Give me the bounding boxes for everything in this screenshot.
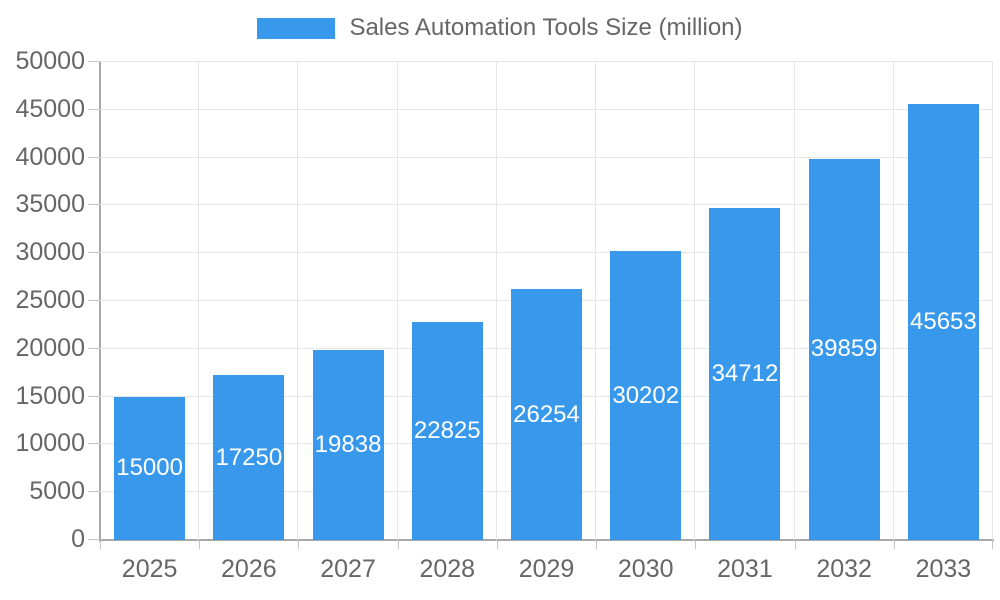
y-axis-tick-label: 50000 xyxy=(15,47,85,75)
gridline-vertical xyxy=(396,62,398,540)
y-axis-tick-label: 35000 xyxy=(15,190,85,219)
y-axis-tick xyxy=(88,252,100,254)
y-axis-tick xyxy=(88,491,100,493)
bar-value-label: 19838 xyxy=(314,431,382,459)
x-axis-tick-label: 2032 xyxy=(816,555,872,583)
x-axis-tick xyxy=(298,541,300,549)
y-axis-tick xyxy=(88,443,100,445)
bar[interactable]: 17250 xyxy=(213,375,285,540)
y-axis-tick-label: 5000 xyxy=(29,477,85,506)
y-axis-tick xyxy=(88,395,100,397)
bar-value-label: 22825 xyxy=(413,416,481,444)
gridline-horizontal xyxy=(100,252,993,254)
x-axis-tick-label: 2025 xyxy=(121,555,178,583)
y-axis-tick-label: 0 xyxy=(71,525,85,553)
bar[interactable]: 39859 xyxy=(808,158,880,540)
bar[interactable]: 34712 xyxy=(709,208,781,540)
bar-value-label: 17250 xyxy=(215,443,283,471)
x-axis-tick xyxy=(695,541,697,549)
x-axis-tick-label: 2033 xyxy=(915,555,972,583)
x-axis-tick xyxy=(794,541,796,549)
legend-swatch xyxy=(257,17,336,39)
x-axis-tick-label: 2027 xyxy=(320,555,376,583)
gridline-horizontal xyxy=(100,156,993,158)
x-axis-line xyxy=(99,539,994,541)
gridline-horizontal xyxy=(100,108,993,110)
y-axis-tick xyxy=(88,204,100,206)
gridline-vertical xyxy=(892,62,894,540)
bar[interactable]: 15000 xyxy=(114,396,186,540)
x-axis-tick xyxy=(199,541,201,549)
y-axis-tick-label: 15000 xyxy=(15,381,85,410)
gridline-horizontal xyxy=(100,204,993,206)
bar-value-label: 15000 xyxy=(116,454,183,482)
bar[interactable]: 19838 xyxy=(312,350,384,540)
gridline-vertical xyxy=(694,62,696,540)
bar-value-label: 34712 xyxy=(711,360,779,388)
bar[interactable]: 45653 xyxy=(907,103,979,540)
x-axis-tick-label: 2029 xyxy=(518,555,575,583)
y-axis-tick-label: 10000 xyxy=(15,429,85,458)
y-axis-tick-label: 45000 xyxy=(15,94,85,123)
bar[interactable]: 26254 xyxy=(511,289,582,540)
y-axis-tick-label: 30000 xyxy=(15,238,85,267)
x-axis-tick-label: 2026 xyxy=(221,555,277,583)
gridline-vertical xyxy=(297,62,299,540)
bar-value-label: 26254 xyxy=(513,400,580,428)
gridline-horizontal xyxy=(100,61,993,62)
plot-area: 15000 17250 19838 22825 26254 30202 34712 39859… xyxy=(100,61,993,540)
y-axis-tick xyxy=(88,61,100,62)
gridline-vertical xyxy=(495,62,497,540)
bar[interactable]: 30202 xyxy=(610,251,682,540)
x-axis-tick-label: 2028 xyxy=(419,555,476,583)
chart-legend[interactable]: Sales Automation Tools Size (million) xyxy=(0,14,1000,42)
x-axis-tick xyxy=(596,541,598,549)
x-axis-tick-label: 2030 xyxy=(617,555,674,583)
gridline-vertical xyxy=(992,62,993,540)
y-axis-tick xyxy=(88,156,100,158)
x-axis-tick xyxy=(100,541,101,549)
x-axis-tick-label: 2031 xyxy=(717,555,773,583)
x-axis-tick xyxy=(992,541,993,549)
bar-value-label: 39859 xyxy=(810,335,878,363)
y-axis-tick-label: 25000 xyxy=(15,286,85,314)
y-axis-line xyxy=(99,62,101,542)
y-axis-tick xyxy=(88,347,100,349)
legend-label: Sales Automation Tools Size (million) xyxy=(349,14,743,41)
gridline-vertical xyxy=(595,62,597,540)
bar-value-label: 30202 xyxy=(612,381,680,409)
y-axis-tick xyxy=(88,539,100,540)
x-axis-tick xyxy=(893,541,895,549)
bar[interactable]: 22825 xyxy=(411,321,483,540)
gridline-vertical xyxy=(198,62,200,540)
y-axis-tick xyxy=(88,108,100,110)
gridline-vertical xyxy=(793,62,795,540)
bar-value-label: 45653 xyxy=(910,307,977,335)
y-axis-tick-label: 20000 xyxy=(15,333,85,362)
y-axis-tick-label: 40000 xyxy=(15,142,85,171)
x-axis-tick xyxy=(397,541,399,549)
x-axis-tick xyxy=(496,541,498,549)
y-axis-tick xyxy=(88,300,100,301)
